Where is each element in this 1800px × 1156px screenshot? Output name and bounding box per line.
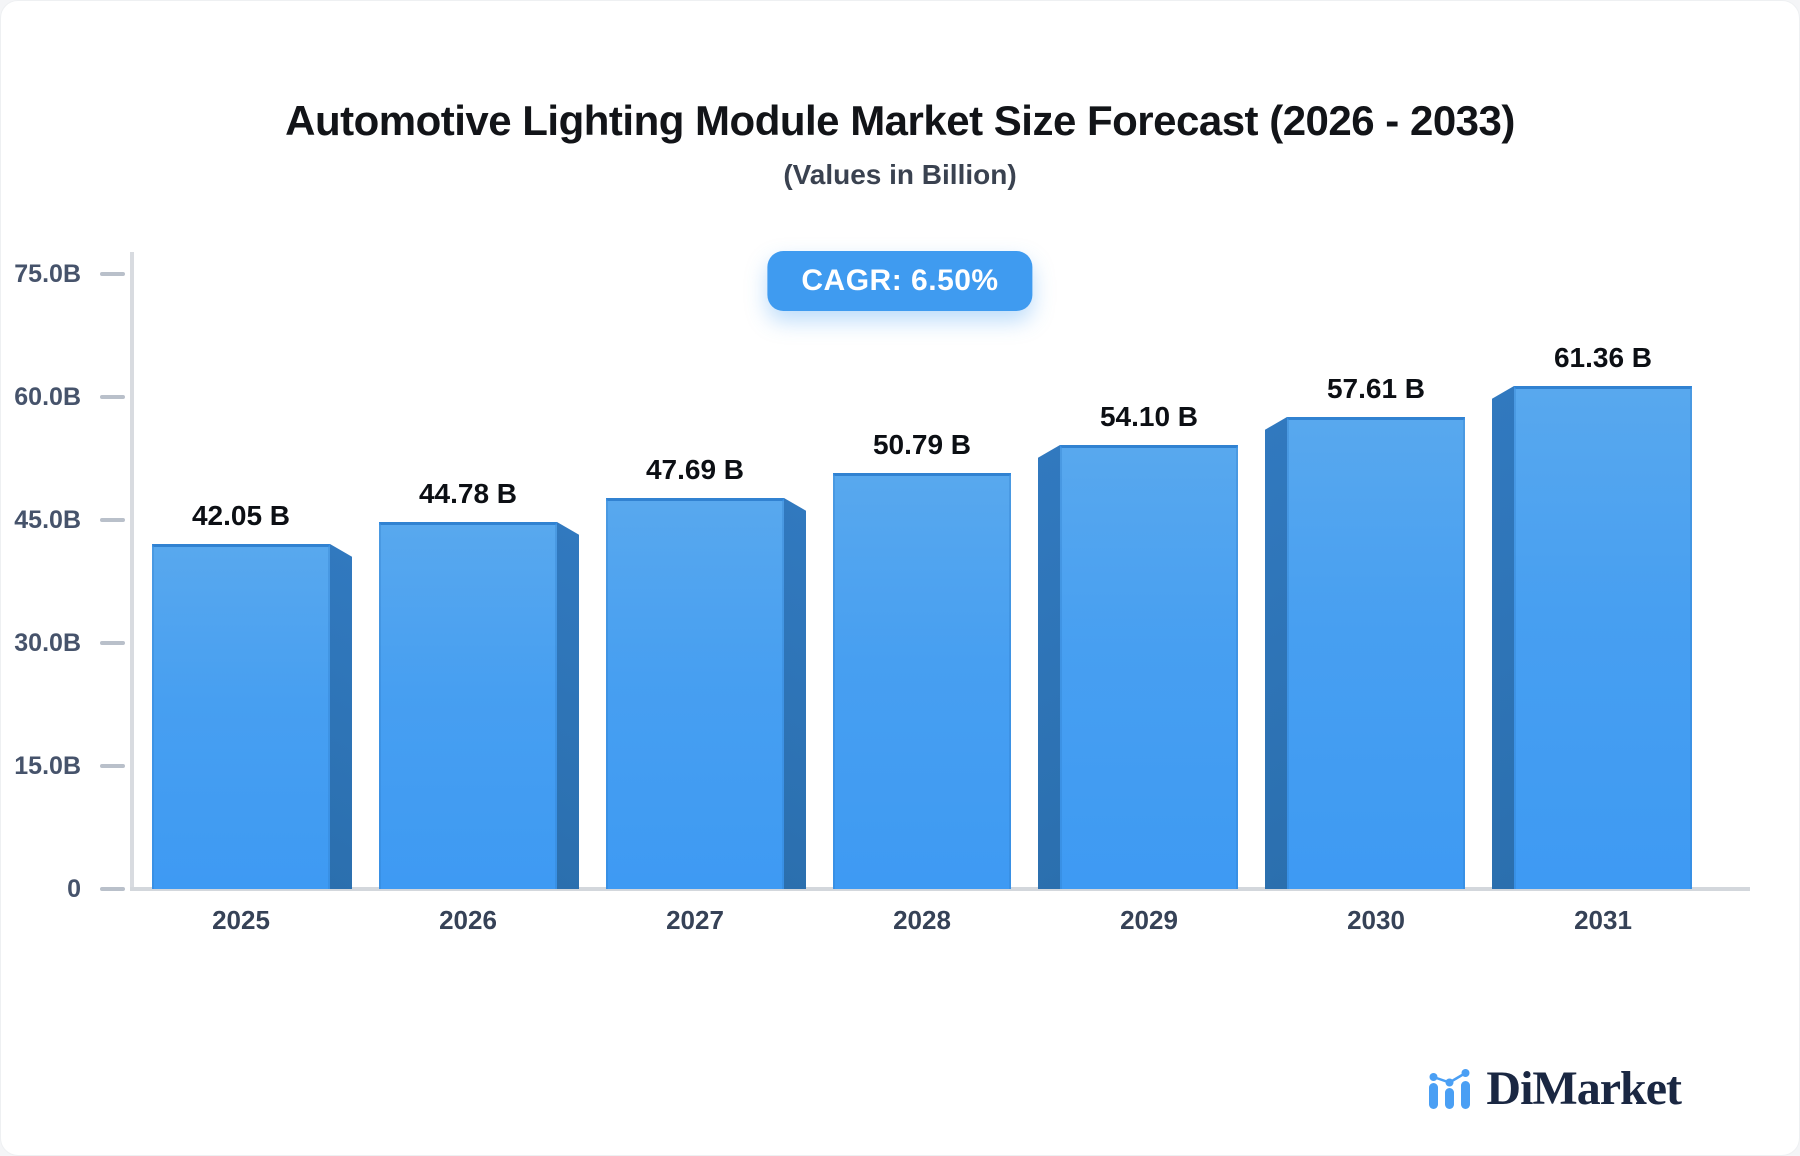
bar-value-label: 57.61 B	[1326, 372, 1426, 404]
bar-value-label: 61.36 B	[1553, 341, 1653, 373]
chart-subtitle: (Values in Billion)	[783, 159, 1017, 190]
bar-value-label: 44.78 B	[418, 477, 518, 509]
bar-side-face	[1038, 445, 1060, 889]
bar-2030	[1287, 416, 1465, 889]
x-axis-label: 2029	[1120, 905, 1178, 935]
y-axis-label: 30.0B	[14, 629, 81, 657]
y-axis-label: 75.0B	[14, 260, 81, 288]
bar-side-face	[1265, 416, 1287, 889]
y-axis-tick	[100, 887, 125, 891]
bar-side-face	[557, 521, 579, 889]
y-axis-label: 15.0B	[14, 752, 81, 780]
y-axis-tick	[100, 272, 125, 276]
y-axis-label: 45.0B	[14, 506, 81, 534]
x-axis-label: 2026	[439, 905, 497, 935]
y-axis-label: 0	[67, 875, 81, 903]
bar-2029	[1060, 445, 1238, 889]
bar-value-label: 54.10 B	[1099, 401, 1199, 433]
x-axis-label: 2027	[666, 905, 724, 935]
y-axis-label: 60.0B	[14, 383, 81, 411]
bar-side-face	[784, 497, 806, 889]
x-axis-label: 2031	[1574, 905, 1632, 935]
brand-name: DiMarket	[1486, 1062, 1682, 1115]
bar-2028	[833, 472, 1011, 889]
bar-value-label: 47.69 B	[645, 453, 745, 485]
y-axis-tick	[100, 518, 125, 522]
x-axis-label: 2025	[212, 905, 270, 935]
y-axis-tick	[100, 641, 125, 645]
bar-2026	[379, 521, 557, 889]
y-axis-tick	[100, 395, 125, 399]
bar-2027	[606, 497, 784, 889]
brand-logo: DiMarket	[1426, 1062, 1682, 1115]
x-axis-line	[130, 887, 1750, 891]
y-axis-line	[130, 252, 134, 889]
x-axis-label: 2028	[893, 905, 951, 935]
cagr-badge: CAGR: 6.50%	[767, 251, 1033, 311]
mini-bar-chart-icon	[1429, 1069, 1471, 1109]
bar-value-label: 42.05 B	[191, 500, 291, 532]
x-axis-label: 2030	[1347, 905, 1405, 935]
page-title: Automotive Lighting Module Market Size F…	[285, 97, 1515, 144]
bar-value-label: 50.79 B	[872, 428, 972, 460]
bar-side-face	[1492, 385, 1514, 889]
y-axis-tick	[100, 764, 125, 768]
bar-2031	[1514, 385, 1692, 889]
bar-2025	[152, 544, 330, 889]
plot-area: 42.05 B 44.78 B 47.69 B 50.79 B 54.10 B 57.61…	[1, 1, 1799, 889]
bar-side-face	[330, 544, 352, 889]
